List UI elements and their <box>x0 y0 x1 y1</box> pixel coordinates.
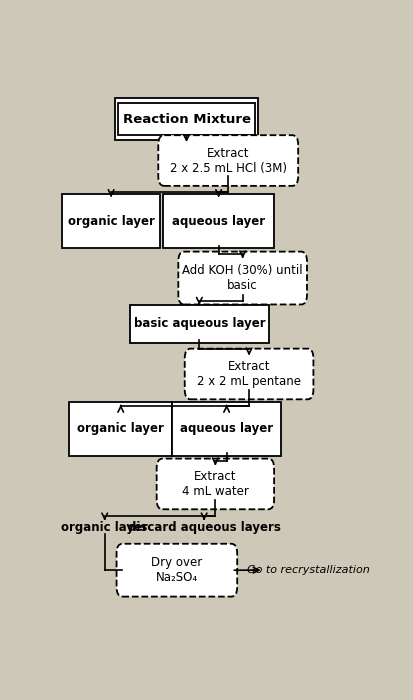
Text: organic layer: organic layer <box>61 521 148 533</box>
Text: Dry over
Na₂SO₄: Dry over Na₂SO₄ <box>151 556 202 584</box>
Text: Extract
4 mL water: Extract 4 mL water <box>181 470 248 498</box>
Text: Reaction Mixture: Reaction Mixture <box>122 113 250 125</box>
FancyBboxPatch shape <box>158 135 297 186</box>
FancyBboxPatch shape <box>115 98 257 140</box>
Text: Add KOH (30%) until
basic: Add KOH (30%) until basic <box>182 264 302 292</box>
FancyBboxPatch shape <box>172 402 280 456</box>
FancyBboxPatch shape <box>156 458 273 510</box>
Text: Extract
2 x 2 mL pentane: Extract 2 x 2 mL pentane <box>197 360 300 388</box>
FancyBboxPatch shape <box>118 104 254 134</box>
Text: aqueous layer: aqueous layer <box>180 423 273 435</box>
FancyBboxPatch shape <box>184 349 313 399</box>
Text: Extract
2 x 2.5 mL HCl (3M): Extract 2 x 2.5 mL HCl (3M) <box>169 146 286 174</box>
Text: discard aqueous layers: discard aqueous layers <box>127 521 280 533</box>
FancyBboxPatch shape <box>178 251 306 304</box>
FancyBboxPatch shape <box>62 195 160 248</box>
Text: aqueous layer: aqueous layer <box>172 215 264 228</box>
FancyBboxPatch shape <box>69 402 172 456</box>
FancyBboxPatch shape <box>129 305 268 343</box>
Text: Go to recrystallization: Go to recrystallization <box>247 565 369 575</box>
FancyBboxPatch shape <box>116 544 237 596</box>
Text: organic layer: organic layer <box>67 215 154 228</box>
FancyBboxPatch shape <box>163 195 273 248</box>
Text: basic aqueous layer: basic aqueous layer <box>133 317 264 330</box>
Text: organic layer: organic layer <box>77 423 164 435</box>
